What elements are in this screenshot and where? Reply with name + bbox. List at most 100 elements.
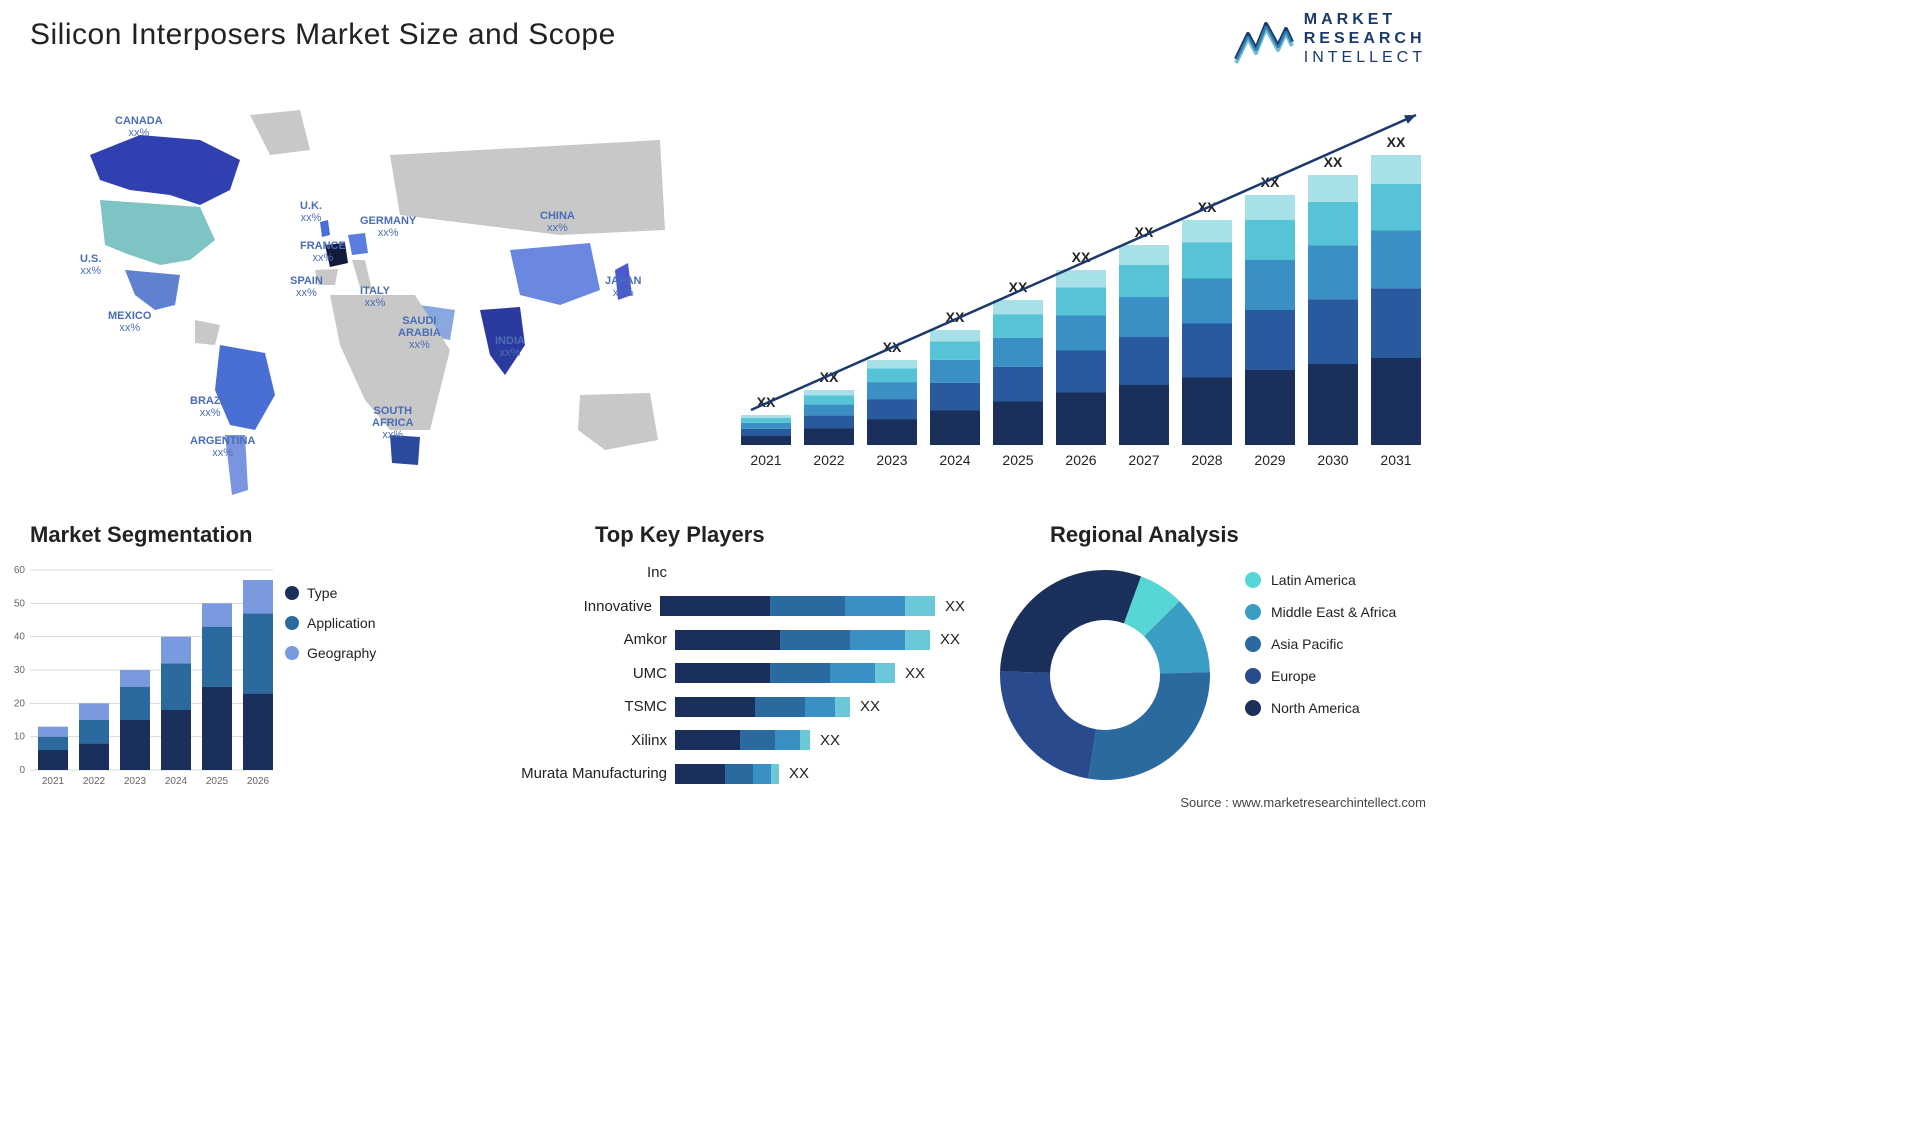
player-row: TSMCXX bbox=[475, 690, 965, 724]
segmentation-bar-chart: 0102030405060202120222023202420252026 bbox=[5, 560, 275, 790]
map-label-brazil: BRAZILxx% bbox=[190, 395, 230, 419]
donut-slice bbox=[1000, 671, 1096, 778]
forecast-bar-seg bbox=[993, 338, 1043, 367]
seg-year-label: 2024 bbox=[165, 776, 188, 787]
seg-year-label: 2022 bbox=[83, 776, 106, 787]
forecast-year-label: 2025 bbox=[1002, 452, 1033, 468]
forecast-bar-seg bbox=[1371, 230, 1421, 288]
forecast-year-label: 2029 bbox=[1254, 452, 1285, 468]
forecast-bar-seg bbox=[741, 423, 791, 429]
map-region-russia bbox=[390, 140, 665, 235]
player-bar bbox=[675, 730, 810, 750]
forecast-bar-seg bbox=[930, 330, 980, 342]
legend-swatch bbox=[1245, 604, 1261, 620]
forecast-bar-seg bbox=[1245, 220, 1295, 260]
forecast-bar-seg bbox=[1308, 245, 1358, 299]
forecast-bar-value: XX bbox=[1324, 154, 1343, 170]
map-region-greenland bbox=[250, 110, 310, 155]
player-value: XX bbox=[905, 665, 925, 682]
seg-bar-seg bbox=[161, 663, 191, 710]
forecast-bar-seg bbox=[1056, 288, 1106, 316]
forecast-bar-seg bbox=[993, 315, 1043, 338]
forecast-year-label: 2028 bbox=[1191, 452, 1222, 468]
player-bar bbox=[675, 630, 930, 650]
legend-label: North America bbox=[1271, 700, 1360, 716]
page-title: Silicon Interposers Market Size and Scop… bbox=[30, 18, 616, 52]
map-label-japan: JAPANxx% bbox=[605, 275, 641, 299]
map-label-italy: ITALYxx% bbox=[360, 285, 390, 309]
map-label-spain: SPAINxx% bbox=[290, 275, 323, 299]
regional-title: Regional Analysis bbox=[1050, 522, 1239, 548]
donut-slice bbox=[1088, 672, 1210, 780]
seg-ytick: 10 bbox=[14, 732, 26, 743]
forecast-bar-seg bbox=[1056, 351, 1106, 393]
player-bar-seg bbox=[905, 596, 935, 616]
forecast-bar-value: XX bbox=[1387, 134, 1406, 150]
player-bar-seg bbox=[740, 730, 775, 750]
player-row: Murata ManufacturingXX bbox=[475, 757, 965, 791]
forecast-bar-seg bbox=[993, 367, 1043, 402]
forecast-year-label: 2023 bbox=[876, 452, 907, 468]
player-bar-seg bbox=[830, 663, 875, 683]
forecast-bar-seg bbox=[1182, 324, 1232, 378]
seg-bar-seg bbox=[79, 720, 109, 743]
map-region-australia bbox=[578, 393, 658, 450]
seg-bar-seg bbox=[243, 580, 273, 613]
seg-ytick: 0 bbox=[19, 765, 25, 776]
player-bar bbox=[675, 764, 779, 784]
legend-swatch bbox=[1245, 636, 1261, 652]
legend-label: Geography bbox=[307, 645, 376, 661]
player-bar bbox=[675, 663, 895, 683]
world-map: CANADAxx% U.S.xx% MEXICOxx% BRAZILxx% ARGENT… bbox=[20, 95, 700, 505]
seg-bar-seg bbox=[161, 710, 191, 770]
forecast-bar-seg bbox=[1245, 260, 1295, 310]
legend-label: Europe bbox=[1271, 668, 1316, 684]
seg-ytick: 50 bbox=[14, 598, 26, 609]
player-bar-seg bbox=[770, 663, 830, 683]
player-bar-wrap: XX bbox=[675, 697, 965, 717]
legend-swatch bbox=[285, 616, 299, 630]
forecast-year-label: 2027 bbox=[1128, 452, 1159, 468]
map-label-argentina: ARGENTINAxx% bbox=[190, 435, 255, 459]
forecast-bar-seg bbox=[1308, 299, 1358, 364]
player-bar-wrap: XX bbox=[675, 663, 965, 683]
forecast-bar-seg bbox=[930, 411, 980, 446]
player-bar-seg bbox=[675, 630, 780, 650]
seg-ytick: 60 bbox=[14, 565, 26, 576]
forecast-bar-seg bbox=[1119, 245, 1169, 265]
regional-donut-chart bbox=[990, 560, 1220, 790]
seg-bar-seg bbox=[38, 737, 68, 750]
forecast-bar-seg bbox=[1371, 184, 1421, 230]
seg-legend-item: Type bbox=[285, 585, 376, 601]
logo-text: MARKET RESEARCH INTELLECT bbox=[1304, 10, 1426, 68]
legend-label: Latin America bbox=[1271, 572, 1356, 588]
map-label-canada: CANADAxx% bbox=[115, 115, 163, 139]
map-label-mexico: MEXICOxx% bbox=[108, 310, 151, 334]
forecast-bar-seg bbox=[1308, 202, 1358, 245]
forecast-bar-seg bbox=[804, 390, 854, 396]
forecast-bar-seg bbox=[1182, 243, 1232, 279]
seg-legend-item: Application bbox=[285, 615, 376, 631]
legend-label: Middle East & Africa bbox=[1271, 604, 1396, 620]
segmentation-legend: Type Application Geography bbox=[285, 585, 376, 675]
seg-bar-seg bbox=[120, 670, 150, 687]
seg-year-label: 2021 bbox=[42, 776, 65, 787]
map-label-u-s-: U.S.xx% bbox=[80, 253, 101, 277]
player-name: Amkor bbox=[475, 631, 675, 648]
seg-bar-seg bbox=[243, 693, 273, 770]
legend-label: Type bbox=[307, 585, 337, 601]
forecast-year-label: 2024 bbox=[939, 452, 970, 468]
players-title: Top Key Players bbox=[595, 522, 765, 548]
legend-swatch bbox=[1245, 700, 1261, 716]
regional-legend-item: Latin America bbox=[1245, 572, 1396, 588]
players-bar-chart: IncInnovativeXXAmkorXXUMCXXTSMCXXXilinxX… bbox=[475, 556, 965, 791]
player-row: UMCXX bbox=[475, 657, 965, 691]
player-bar-seg bbox=[845, 596, 905, 616]
player-bar-seg bbox=[775, 730, 800, 750]
player-bar-wrap: XX bbox=[675, 730, 965, 750]
forecast-bar-seg bbox=[1056, 316, 1106, 351]
player-bar bbox=[675, 697, 850, 717]
legend-swatch bbox=[285, 586, 299, 600]
forecast-bar-seg bbox=[867, 399, 917, 419]
forecast-year-label: 2022 bbox=[813, 452, 844, 468]
